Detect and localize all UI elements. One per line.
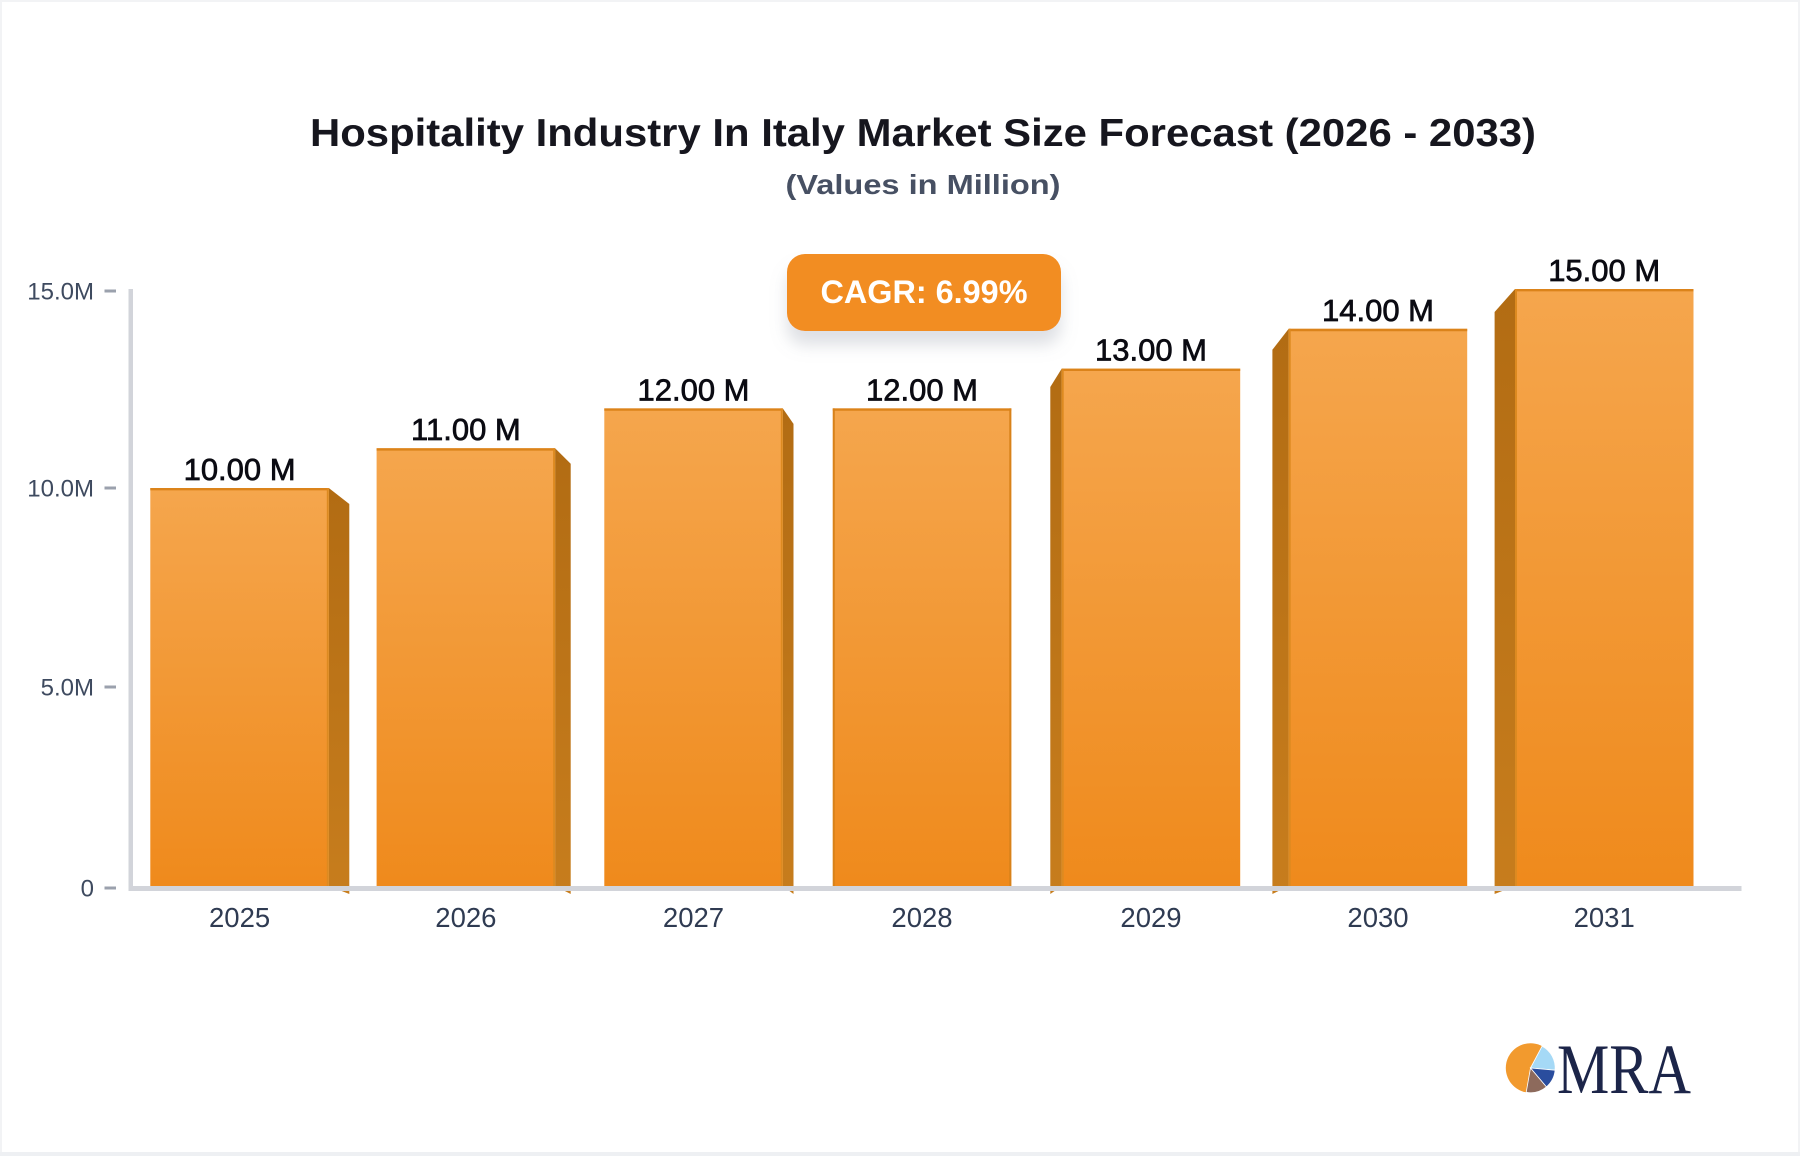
- svg-text:2031: 2031: [1574, 902, 1635, 933]
- svg-text:10.0M: 10.0M: [27, 476, 94, 503]
- svg-text:2029: 2029: [1120, 902, 1181, 933]
- svg-text:2027: 2027: [663, 902, 724, 933]
- svg-text:12.00 M: 12.00 M: [637, 372, 749, 407]
- svg-text:Hospitality Industry In Italy: Hospitality Industry In Italy Market Siz…: [310, 112, 1536, 155]
- svg-text:CAGR: 6.99%: CAGR: 6.99%: [821, 274, 1028, 310]
- svg-text:(Values in Million): (Values in Million): [786, 169, 1061, 200]
- svg-text:12.00 M: 12.00 M: [866, 372, 978, 407]
- svg-text:10.00 M: 10.00 M: [184, 452, 296, 487]
- svg-text:15.0M: 15.0M: [27, 279, 94, 306]
- svg-text:15.00 M: 15.00 M: [1548, 253, 1660, 288]
- svg-text:0: 0: [81, 876, 94, 903]
- svg-text:11.00 M: 11.00 M: [411, 412, 521, 447]
- svg-text:MRA: MRA: [1557, 1031, 1691, 1109]
- svg-text:2028: 2028: [891, 902, 952, 933]
- svg-text:2025: 2025: [209, 902, 270, 933]
- svg-text:14.00 M: 14.00 M: [1322, 293, 1434, 328]
- svg-text:5.0M: 5.0M: [41, 675, 94, 702]
- svg-text:2026: 2026: [435, 902, 496, 933]
- svg-text:13.00 M: 13.00 M: [1095, 333, 1207, 368]
- svg-text:2030: 2030: [1347, 902, 1408, 933]
